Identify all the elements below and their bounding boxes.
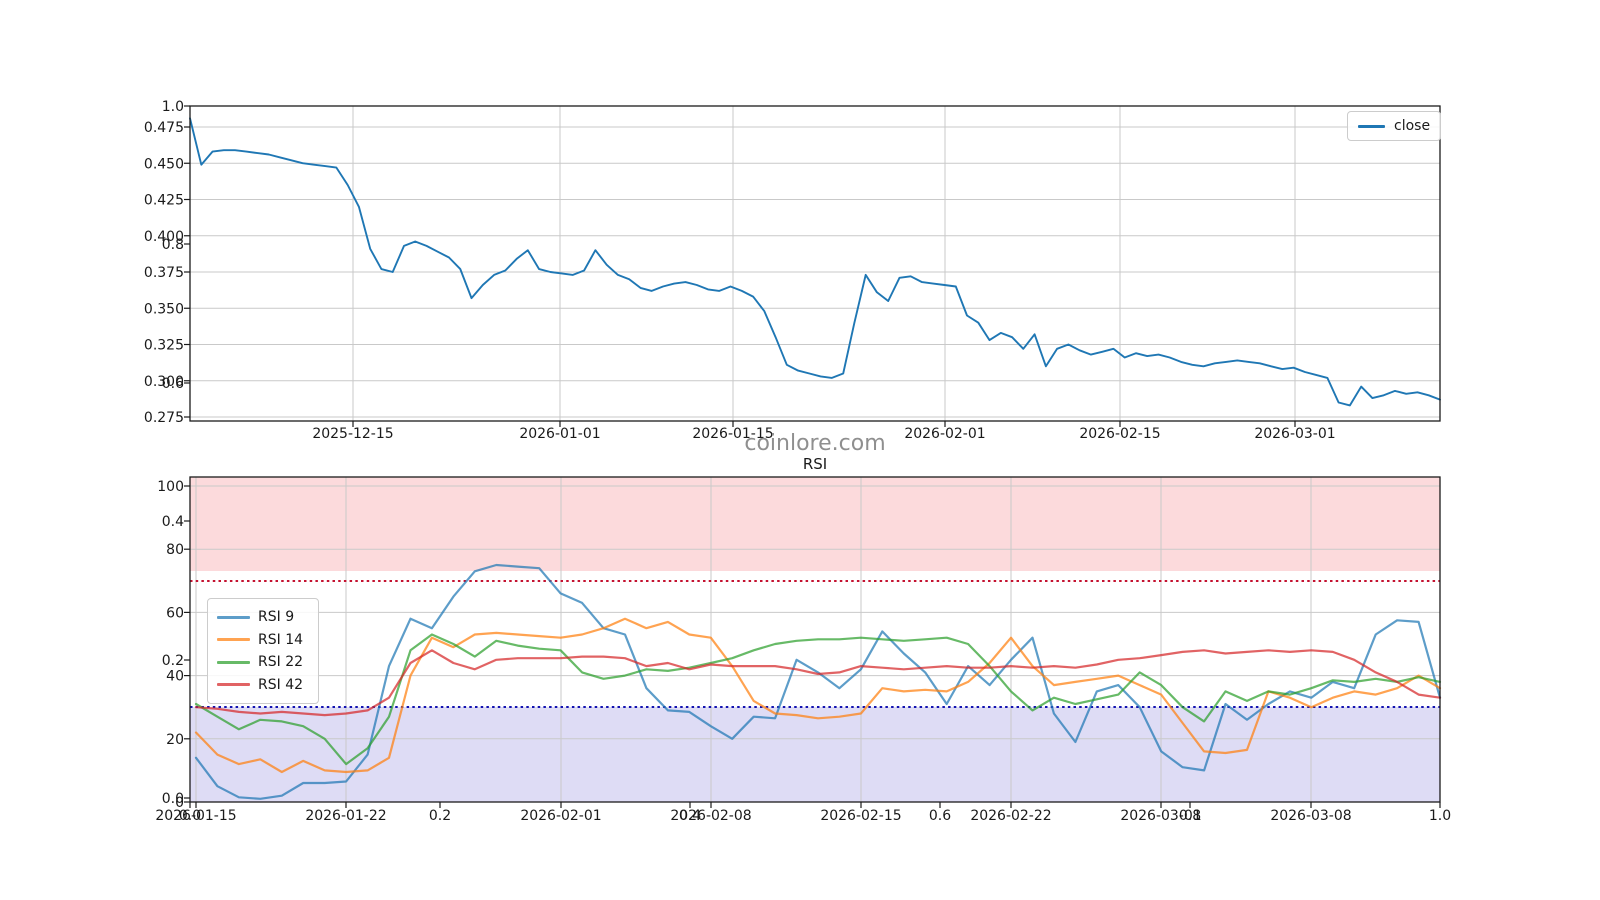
rsi42-line bbox=[194, 649, 1442, 717]
phantom-y-tick-label: 0.4 bbox=[162, 514, 184, 530]
price-y-tick-label: 0.400 bbox=[144, 229, 184, 245]
close-legend-line bbox=[1358, 124, 1385, 128]
rsi-x-tick-label: 2026-03-01 bbox=[1120, 808, 1201, 824]
rsi9-legend-label: RSI 9 bbox=[258, 609, 295, 625]
top-chart-x-tick-label: 2026-02-01 bbox=[904, 426, 985, 442]
price-y-tick-label: 0.350 bbox=[144, 301, 184, 317]
rsi22-legend-label: RSI 22 bbox=[258, 654, 304, 671]
top-chart-spines bbox=[189, 105, 1441, 422]
phantom-x-tick-label: 0.4 bbox=[679, 808, 701, 824]
rsi-legend-row-rsi14: RSI 14 bbox=[217, 629, 318, 651]
rsi42-legend-line bbox=[217, 683, 250, 687]
top-chart-x-tick-label: 2026-03-01 bbox=[1254, 426, 1335, 442]
close-legend-label: close bbox=[1394, 118, 1431, 134]
phantom-y-tick-label: 0.8 bbox=[162, 237, 184, 253]
top-chart-x-tick-label: 2026-01-01 bbox=[519, 426, 600, 442]
rsi9-legend-line bbox=[217, 615, 250, 619]
overbought-band bbox=[190, 477, 1440, 571]
rsi42-legend-label: RSI 42 bbox=[258, 676, 304, 693]
price-y-tick-label: 0.375 bbox=[144, 265, 184, 281]
rsi-y-tick-label: 80 bbox=[166, 542, 184, 558]
top-chart-x-tick-label: 2026-02-15 bbox=[1079, 426, 1160, 442]
rsi-legend-row-rsi42: RSI 42 bbox=[217, 674, 318, 696]
rsi-panel-title: RSI bbox=[802, 455, 828, 473]
phantom-x-tick-label: 1.0 bbox=[1429, 808, 1451, 824]
rsi22-legend-line bbox=[217, 660, 250, 664]
rsi-y-tick-label: 40 bbox=[166, 669, 184, 685]
top-chart-x-tick-label: 2025-12-15 bbox=[312, 426, 393, 442]
oversold-band bbox=[190, 707, 1440, 802]
rsi-x-tick-label: 2026-02-22 bbox=[970, 808, 1051, 824]
rsi14-legend-line bbox=[217, 638, 250, 642]
rsi22-line bbox=[194, 633, 1442, 766]
watermark: coinlore.com bbox=[744, 431, 886, 456]
close-legend: close bbox=[1347, 111, 1442, 141]
phantom-x-tick-label: 0.6 bbox=[929, 808, 951, 824]
rsi-legend: RSI 9 RSI 14 RSI 22 RSI 42 bbox=[207, 598, 319, 704]
rsi-legend-row-rsi22: RSI 22 bbox=[217, 651, 318, 673]
rsi-y-tick-label: 100 bbox=[157, 479, 184, 495]
rsi-x-tick-label: 2026-03-08 bbox=[1270, 808, 1351, 824]
phantom-y-tick-label: 0.6 bbox=[162, 376, 184, 392]
rsi14-line bbox=[194, 617, 1442, 774]
close-line bbox=[189, 117, 1441, 407]
rsi-y-tick-label: 0 bbox=[175, 795, 184, 811]
phantom-x-tick-label: 0.0 bbox=[179, 808, 201, 824]
rsi-chart-spines bbox=[189, 476, 1441, 803]
price-y-tick-label: 0.450 bbox=[144, 156, 184, 172]
price-y-tick-label: 0.325 bbox=[144, 338, 184, 354]
top-chart-x-tick-label: 2026-01-15 bbox=[692, 426, 773, 442]
phantom-x-tick-label: 0.2 bbox=[429, 808, 451, 824]
rsi-x-tick-label: 2026-02-08 bbox=[670, 808, 751, 824]
phantom-x-tick-label: 0.8 bbox=[1179, 808, 1201, 824]
rsi-legend-row-rsi9: RSI 9 bbox=[217, 606, 318, 628]
phantom-y-tick-label: 0.2 bbox=[162, 653, 184, 669]
phantom-y-tick-label: 1.0 bbox=[162, 99, 184, 115]
phantom-y-tick-label: 0.0 bbox=[162, 791, 184, 807]
rsi-x-tick-label: 2026-02-15 bbox=[820, 808, 901, 824]
price-y-tick-label: 0.275 bbox=[144, 410, 184, 426]
rsi-x-tick-label: 2026-01-22 bbox=[305, 808, 386, 824]
price-y-tick-label: 0.425 bbox=[144, 193, 184, 209]
rsi-x-tick-label: 2026-01-15 bbox=[155, 808, 236, 824]
rsi9-line bbox=[194, 563, 1442, 800]
rsi-y-tick-label: 60 bbox=[166, 605, 184, 621]
rsi14-legend-label: RSI 14 bbox=[258, 631, 304, 648]
price-y-tick-label: 0.475 bbox=[144, 120, 184, 136]
rsi-y-tick-label: 20 bbox=[166, 732, 184, 748]
rsi-x-tick-label: 2026-02-01 bbox=[520, 808, 601, 824]
price-y-tick-label: 0.300 bbox=[144, 374, 184, 390]
